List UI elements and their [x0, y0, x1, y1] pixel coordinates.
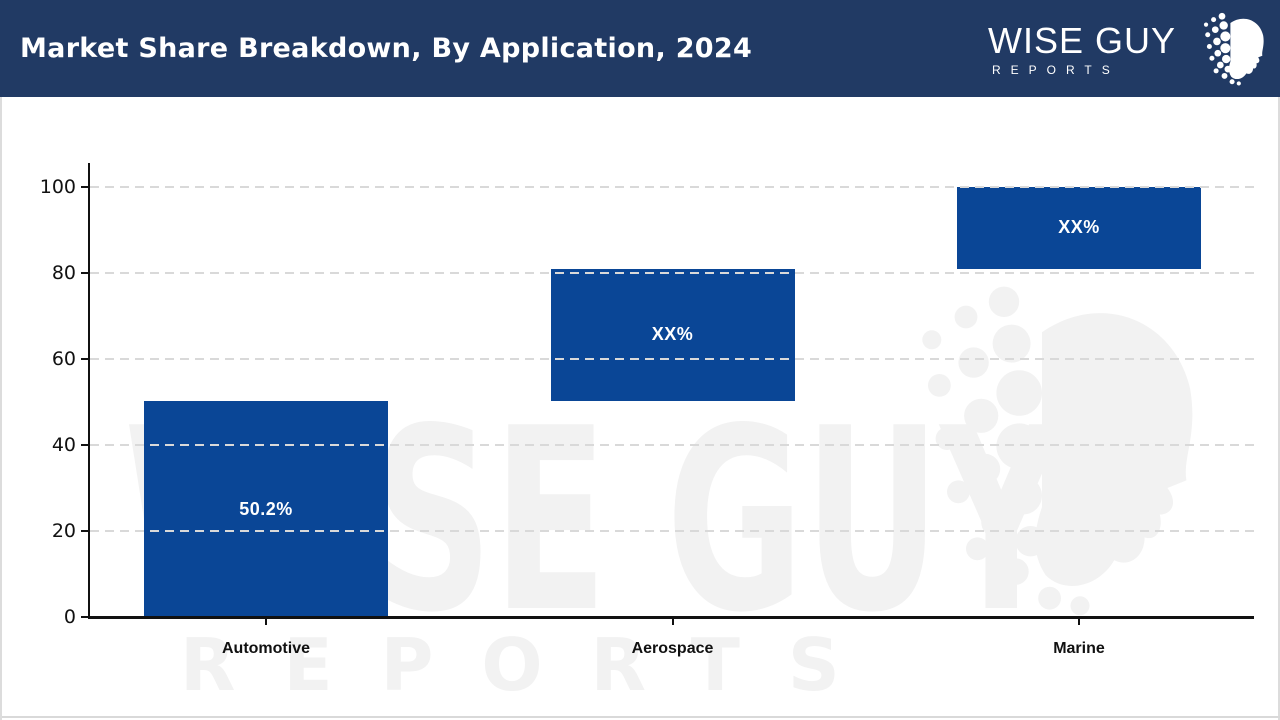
y-ticklabel-80: 80	[51, 262, 76, 284]
page-title: Market Share Breakdown, By Application, …	[20, 33, 753, 64]
bar-marine: XX%	[957, 187, 1201, 269]
y-tickmark-60	[81, 358, 88, 360]
gridline-20	[90, 530, 1254, 532]
x-tickmark-automotive	[265, 619, 267, 625]
logo-text-block: WISE GUY REPORTS	[987, 19, 1176, 77]
category-label-aerospace: Aerospace	[631, 640, 714, 657]
x-tickmark-aerospace	[671, 619, 674, 625]
header-bar: Market Share Breakdown, By Application, …	[0, 0, 1280, 97]
watermark-subtext: REPORTS	[180, 623, 888, 707]
y-tickmark-80	[81, 272, 88, 274]
chart-area: WISE GUY REPORTS 0 20 40 60 80 100 50.2% Automo…	[0, 97, 1280, 720]
bar-value-label-aerospace: XX%	[651, 324, 694, 345]
y-tickmark-100	[81, 186, 88, 188]
bar-value-label-marine: XX%	[1058, 217, 1100, 238]
y-ticklabel-20: 20	[51, 520, 76, 542]
gridline-80	[90, 272, 1254, 274]
logo-wordmark: WISE GUY	[987, 19, 1176, 61]
bottom-divider	[2, 716, 1280, 718]
category-label-marine: Marine	[1053, 640, 1105, 657]
bar-aerospace: XX%	[550, 268, 795, 402]
x-axis-spine	[88, 616, 1254, 619]
wiseguy-face-icon	[1180, 11, 1264, 87]
y-axis-spine	[88, 163, 90, 618]
y-ticklabel-100: 100	[39, 176, 76, 198]
y-ticklabel-0: 0	[63, 606, 76, 628]
plot-area: 0 20 40 60 80 100 50.2% Automotive XX% Aerospace X…	[2, 97, 1280, 720]
logo-subtext: REPORTS	[991, 62, 1120, 77]
gridline-40	[90, 444, 1254, 446]
category-label-automotive: Automotive	[222, 640, 310, 657]
y-tickmark-0	[81, 616, 88, 618]
gridline-100	[90, 186, 1254, 188]
y-ticklabel-40: 40	[51, 434, 76, 456]
gridline-60	[90, 358, 1254, 360]
y-tickmark-20	[81, 530, 88, 532]
bar-automotive: 50.2%	[144, 401, 388, 617]
x-tickmark-marine	[1078, 619, 1080, 625]
wiseguy-logo: WISE GUY REPORTS	[988, 10, 1264, 88]
bar-value-label-automotive: 50.2%	[239, 498, 293, 519]
y-tickmark-40	[81, 444, 88, 446]
y-ticklabel-60: 60	[51, 348, 76, 370]
